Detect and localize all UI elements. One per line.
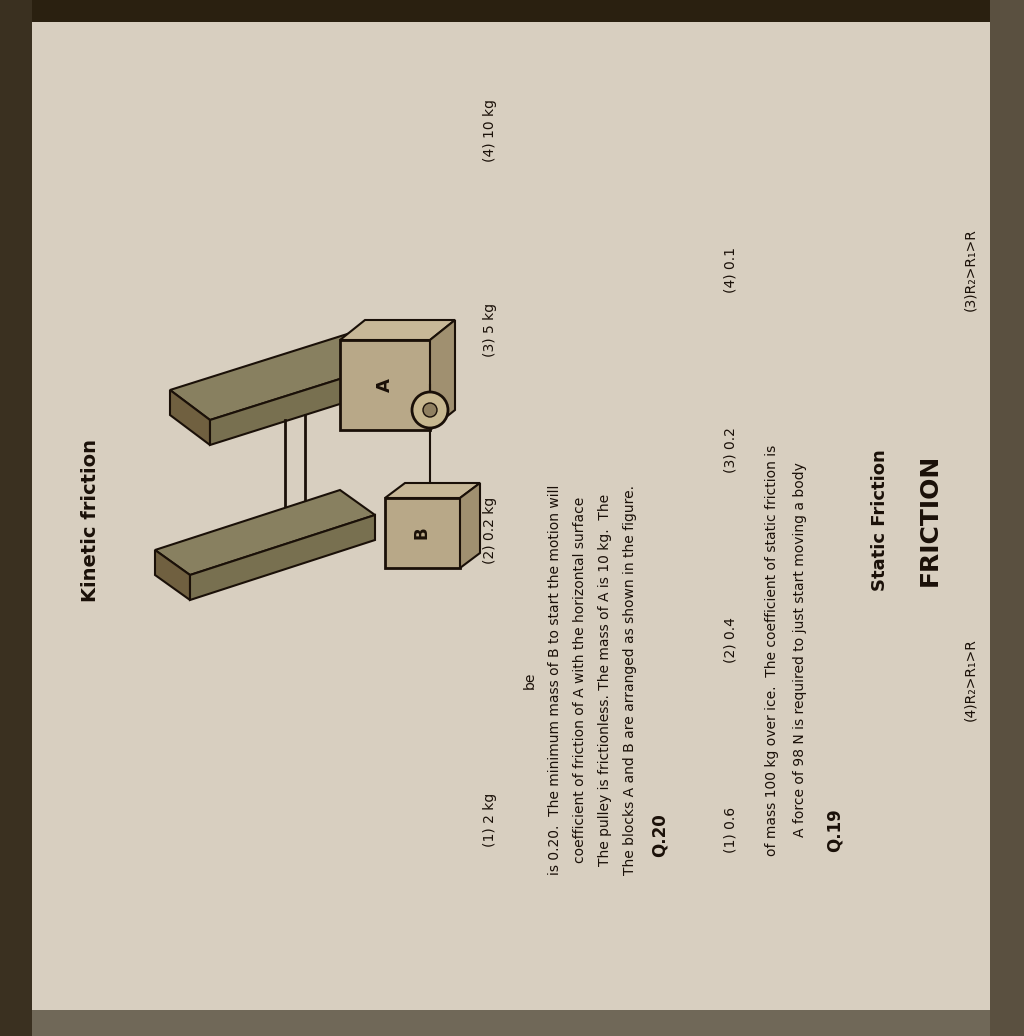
Circle shape bbox=[412, 392, 449, 428]
Text: (2) 0.2 kg: (2) 0.2 kg bbox=[483, 496, 497, 564]
Text: Q.20: Q.20 bbox=[651, 813, 669, 857]
Text: A force of 98 N is required to just start moving a body: A force of 98 N is required to just star… bbox=[793, 462, 807, 837]
Text: Q.19: Q.19 bbox=[826, 808, 844, 852]
Text: B: B bbox=[413, 526, 431, 540]
Text: (4) 0.1: (4) 0.1 bbox=[723, 247, 737, 293]
Text: be: be bbox=[523, 671, 537, 689]
Text: The pulley is frictionless. The mass of A is 10 kg.  The: The pulley is frictionless. The mass of … bbox=[598, 494, 612, 866]
Text: (4) 10 kg: (4) 10 kg bbox=[483, 98, 497, 162]
Bar bbox=[990, 0, 1024, 1036]
Polygon shape bbox=[460, 483, 480, 568]
Text: coefficient of friction of A with the horizontal surface: coefficient of friction of A with the ho… bbox=[573, 497, 587, 863]
Text: Kinetic friction: Kinetic friction bbox=[81, 438, 99, 602]
Polygon shape bbox=[385, 483, 480, 498]
Bar bbox=[0, 0, 1024, 22]
Text: of mass 100 kg over ice.  The coefficient of static friction is: of mass 100 kg over ice. The coefficient… bbox=[765, 444, 779, 856]
Polygon shape bbox=[430, 320, 455, 430]
Text: A: A bbox=[376, 378, 394, 392]
Bar bbox=[340, 340, 430, 430]
Text: Static Friction: Static Friction bbox=[871, 450, 889, 591]
Polygon shape bbox=[170, 330, 400, 420]
Text: (1) 0.6: (1) 0.6 bbox=[723, 807, 737, 853]
Bar bbox=[385, 498, 460, 568]
Text: (1) 2 kg: (1) 2 kg bbox=[483, 793, 497, 847]
Polygon shape bbox=[340, 320, 455, 340]
Polygon shape bbox=[210, 359, 400, 445]
Text: (3) 5 kg: (3) 5 kg bbox=[483, 303, 497, 357]
Text: is 0.20.  The minimum mass of B to start the motion will: is 0.20. The minimum mass of B to start … bbox=[548, 485, 562, 875]
Polygon shape bbox=[155, 490, 375, 575]
Text: (2) 0.4: (2) 0.4 bbox=[723, 617, 737, 663]
Polygon shape bbox=[190, 515, 375, 600]
Text: (3) 0.2: (3) 0.2 bbox=[723, 427, 737, 473]
Text: FRICTION: FRICTION bbox=[918, 454, 942, 586]
Text: (4)R₂>R₁>R: (4)R₂>R₁>R bbox=[963, 638, 977, 721]
Bar bbox=[0, 0, 32, 1036]
Text: The blocks A and B are arranged as shown in the figure.: The blocks A and B are arranged as shown… bbox=[623, 485, 637, 875]
Text: (3)R₂>R₁>R: (3)R₂>R₁>R bbox=[963, 229, 977, 312]
Circle shape bbox=[423, 403, 437, 418]
Polygon shape bbox=[155, 550, 190, 600]
Polygon shape bbox=[170, 390, 210, 445]
